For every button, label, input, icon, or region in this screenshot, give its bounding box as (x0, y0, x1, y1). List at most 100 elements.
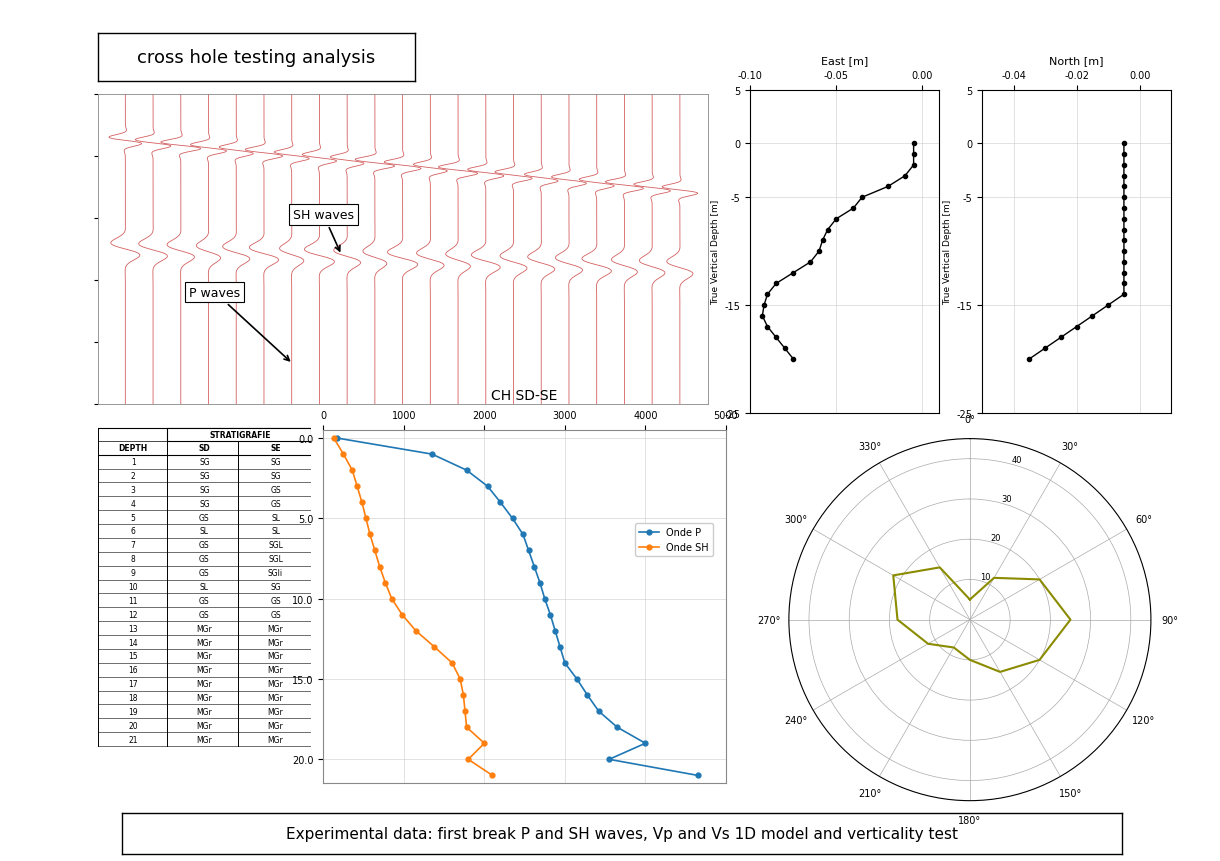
Onde P (533, 578, 548, 588)
Text: 17: 17 (128, 679, 138, 688)
Text: MGr: MGr (267, 638, 283, 647)
Text: GS: GS (199, 596, 210, 605)
Text: cross hole testing analysis: cross hole testing analysis (137, 49, 376, 67)
Text: GS: GS (199, 554, 210, 564)
Onde P (329, 433, 344, 443)
Onde P (553, 642, 567, 653)
Text: SL: SL (200, 582, 209, 592)
Text: GS: GS (199, 568, 210, 578)
Line: Onde SH: Onde SH (332, 436, 495, 778)
Onde P (610, 722, 625, 733)
Text: 3: 3 (131, 486, 135, 494)
Onde P (537, 594, 551, 604)
Onde SH (458, 706, 472, 716)
Y-axis label: True Vertical Depth [m]: True Vertical Depth [m] (943, 199, 953, 305)
Text: SG: SG (270, 582, 281, 592)
Text: MGr: MGr (196, 666, 212, 674)
Onde P (691, 771, 705, 781)
Onde SH (337, 449, 351, 460)
Text: MGr: MGr (196, 693, 212, 703)
Onde SH (359, 513, 373, 523)
Text: SGL: SGL (268, 554, 283, 564)
Text: MGr: MGr (196, 624, 212, 633)
Text: GS: GS (270, 610, 281, 619)
Onde SH (461, 754, 476, 765)
Onde SH (355, 498, 370, 508)
Text: 20: 20 (128, 721, 138, 730)
Text: MGr: MGr (267, 679, 283, 688)
Text: MGr: MGr (196, 652, 212, 660)
Onde SH (327, 433, 342, 443)
Onde SH (372, 561, 387, 572)
Text: 13: 13 (128, 624, 138, 633)
Text: MGr: MGr (196, 721, 212, 730)
Text: 11: 11 (128, 596, 138, 605)
Line: Onde P: Onde P (334, 436, 700, 778)
Onde SH (445, 658, 460, 668)
Onde SH (486, 771, 500, 781)
Text: SG: SG (199, 472, 210, 480)
Text: SGli: SGli (268, 568, 283, 578)
Text: 1: 1 (131, 457, 135, 467)
Onde P (521, 546, 536, 556)
Onde P (505, 513, 520, 523)
Onde P (570, 674, 584, 684)
Text: MGr: MGr (196, 707, 212, 716)
Onde P (580, 691, 594, 701)
Onde P (638, 738, 653, 748)
Onde SH (427, 642, 442, 653)
X-axis label: East [m]: East [m] (821, 56, 869, 65)
Text: MGr: MGr (267, 693, 283, 703)
Onde SH (362, 530, 377, 540)
Text: 7: 7 (131, 541, 135, 549)
Text: MGr: MGr (267, 652, 283, 660)
Onde P (527, 561, 542, 572)
Text: MGr: MGr (196, 638, 212, 647)
Text: 2: 2 (131, 472, 135, 480)
Onde SH (384, 594, 399, 604)
Onde P (601, 754, 616, 765)
Text: DEPTH: DEPTH (118, 444, 148, 453)
Text: SL: SL (271, 527, 281, 536)
Text: MGr: MGr (196, 734, 212, 744)
Onde SH (409, 626, 423, 636)
Text: GS: GS (270, 499, 281, 508)
Onde P (548, 626, 562, 636)
Onde P (516, 530, 531, 540)
Onde SH (477, 738, 492, 748)
Y-axis label: True Vertical Depth [m]: True Vertical Depth [m] (711, 199, 721, 305)
Text: SG: SG (199, 486, 210, 494)
Text: 16: 16 (128, 666, 138, 674)
Text: MGr: MGr (267, 707, 283, 716)
Bar (167, 429, 311, 441)
Text: GS: GS (199, 541, 210, 549)
Text: 5: 5 (131, 513, 135, 522)
Onde SH (350, 481, 365, 492)
X-axis label: North [m]: North [m] (1049, 56, 1104, 65)
Text: Experimental data: first break P and SH waves, Vp and Vs 1D model and verticalit: Experimental data: first break P and SH … (287, 826, 958, 841)
Text: SD: SD (199, 444, 210, 453)
Legend: Onde P, Onde SH: Onde P, Onde SH (636, 523, 712, 556)
Onde P (459, 466, 473, 476)
Onde P (493, 498, 508, 508)
Onde SH (453, 674, 467, 684)
Text: 21: 21 (128, 734, 138, 744)
Title: CH SD-SE: CH SD-SE (492, 389, 558, 403)
Text: 8: 8 (131, 554, 135, 564)
Onde SH (367, 546, 382, 556)
Onde SH (378, 578, 393, 588)
Onde P (558, 658, 572, 668)
Onde P (592, 706, 606, 716)
Text: GS: GS (199, 610, 210, 619)
Text: P waves: P waves (189, 286, 289, 362)
Text: 6: 6 (131, 527, 135, 536)
Text: MGr: MGr (267, 666, 283, 674)
Text: MGr: MGr (196, 679, 212, 688)
Onde SH (345, 466, 360, 476)
Text: 18: 18 (128, 693, 138, 703)
Text: SL: SL (200, 527, 209, 536)
Text: 19: 19 (128, 707, 138, 716)
Onde P (425, 449, 439, 460)
Text: STRATIGRAFIE: STRATIGRAFIE (209, 430, 271, 440)
Text: 4: 4 (131, 499, 135, 508)
